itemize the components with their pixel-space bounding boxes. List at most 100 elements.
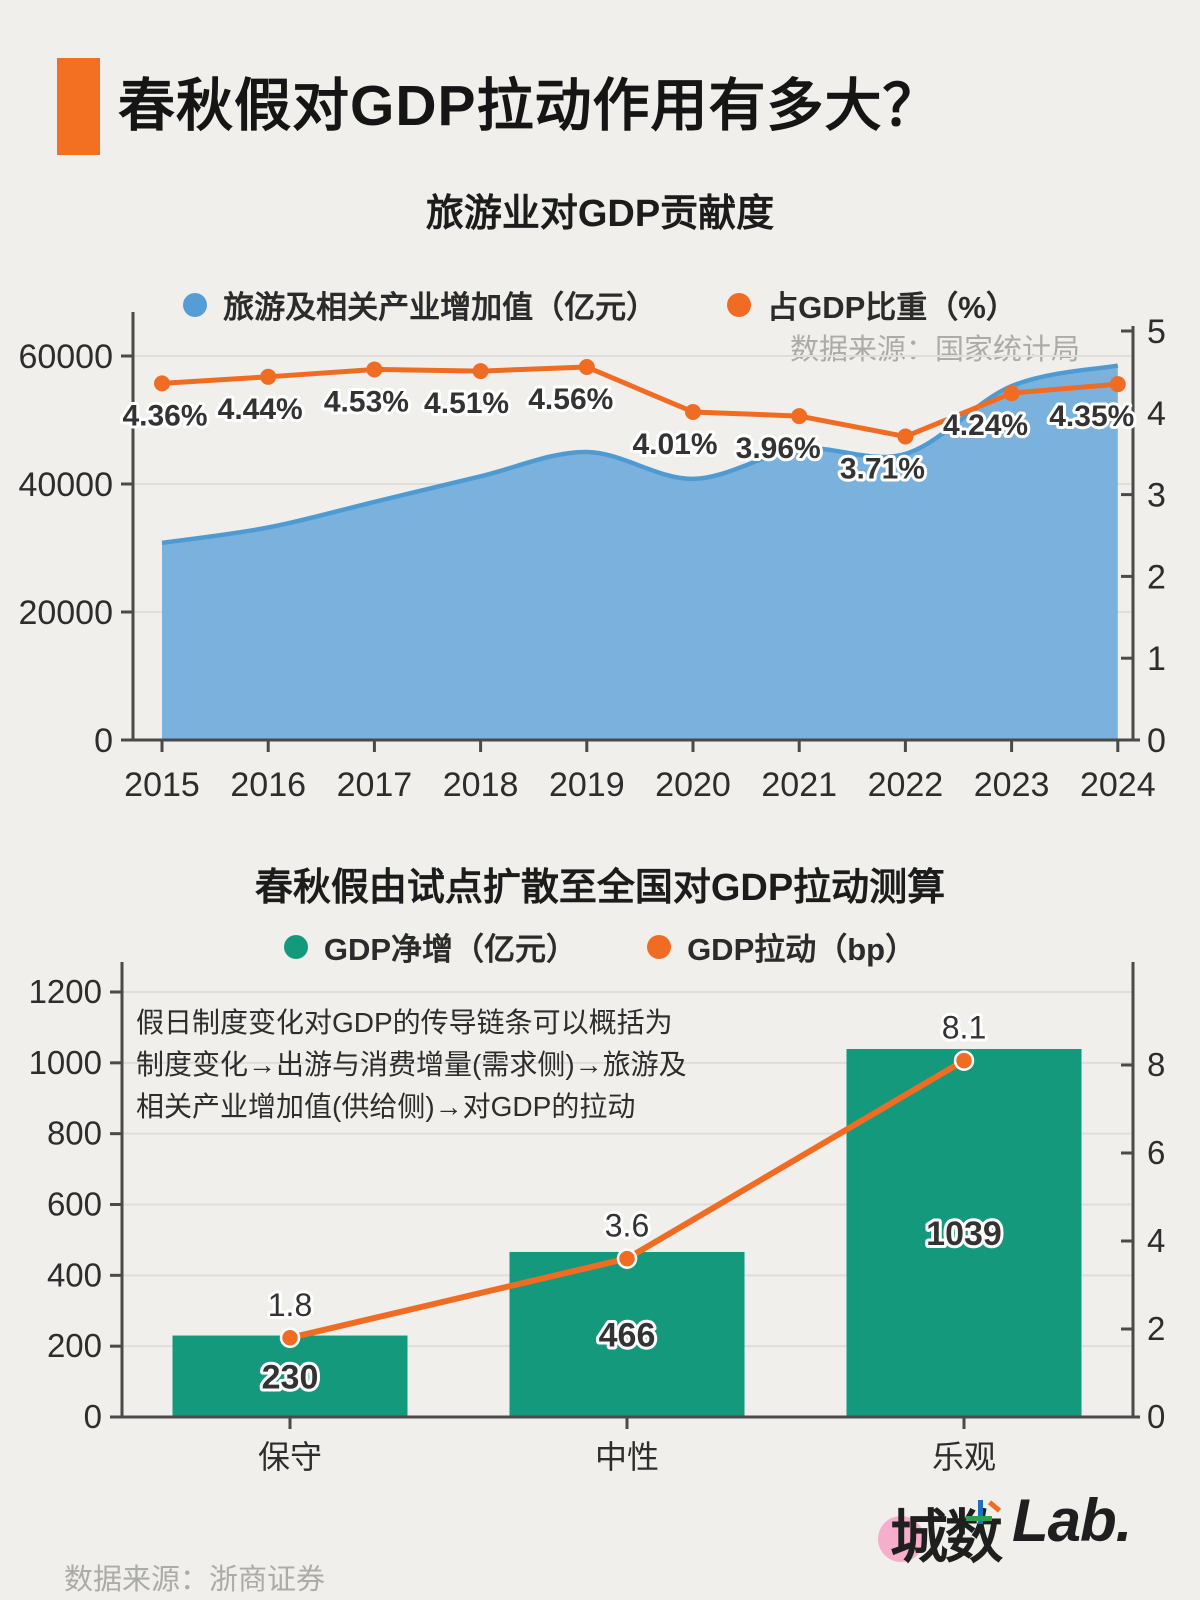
bar xyxy=(846,1049,1082,1417)
legend-label: 占GDP比重（%） xyxy=(767,290,1017,325)
legend-dot-orange-icon xyxy=(647,934,672,959)
data-point-dot xyxy=(279,1327,301,1349)
legend-dot-orange-icon xyxy=(727,292,752,317)
left-axis-tick-label: 0 xyxy=(84,1398,102,1435)
data-point-dot xyxy=(791,408,808,425)
logo-accent-green-icon xyxy=(966,1516,992,1521)
data-point-label: 4.24% xyxy=(943,409,1028,442)
legend-item-gdp-net-increase: GDP净增（亿元） xyxy=(283,924,578,969)
left-axis-tick-label: 400 xyxy=(47,1256,102,1293)
bar-value-label: 466 xyxy=(599,1316,656,1354)
data-point-dot xyxy=(366,361,383,378)
footer-source: 数据来源：浙商证券 xyxy=(64,1564,326,1596)
brand-logo: 城数 Lab. xyxy=(878,1487,1198,1588)
data-point-label: 4.56% xyxy=(528,383,613,416)
data-point-dot xyxy=(1003,385,1020,402)
line-series xyxy=(161,364,1119,440)
year-label: 2023 xyxy=(974,766,1050,804)
logo-accent-blue-icon xyxy=(978,1500,983,1524)
data-point-dot xyxy=(260,368,277,385)
left-axis-tick-label: 800 xyxy=(47,1115,102,1152)
data-point-label: 4.53% xyxy=(324,385,409,418)
title-accent-bar xyxy=(57,58,100,155)
annotation-line: 假日制度变化对GDP的传导链条可以概括为 xyxy=(136,1007,673,1038)
legend-item-tourism-value: 旅游及相关产业增加值（亿元） xyxy=(183,282,657,327)
legend-dot-green-icon xyxy=(283,934,308,959)
chart1-legend: 旅游及相关产业增加值（亿元） 占GDP比重（%） xyxy=(0,282,1200,327)
legend-label: 旅游及相关产业增加值（亿元） xyxy=(223,290,658,325)
left-axis-tick-label: 1000 xyxy=(29,1044,102,1081)
logo-lab-text: Lab. xyxy=(1012,1487,1132,1554)
annotation-line: 制度变化→出游与消费增量(需求侧)→旅游及 xyxy=(136,1049,687,1080)
annotation-line: 相关产业增加值(供给侧)→对GDP的拉动 xyxy=(136,1091,636,1122)
data-point-dot xyxy=(616,1248,638,1269)
right-axis-tick-label: 4 xyxy=(1147,395,1166,433)
data-point-dot xyxy=(154,375,170,392)
year-label: 2021 xyxy=(761,766,837,804)
data-point-label: 1.8 xyxy=(268,1287,312,1323)
year-label: 2022 xyxy=(868,766,944,804)
right-axis-tick-label: 8 xyxy=(1147,1046,1165,1083)
right-axis-tick-label: 6 xyxy=(1147,1134,1165,1171)
data-point-dot xyxy=(953,1050,975,1071)
right-axis-tick-label: 3 xyxy=(1147,477,1166,515)
chart1-source: 数据来源：国家统计局 xyxy=(789,334,1080,366)
left-axis-tick-label: 200 xyxy=(47,1327,102,1364)
logo-pink-circle-icon xyxy=(878,1516,924,1562)
left-axis-tick-label: 600 xyxy=(47,1186,102,1223)
right-axis-tick-label: 0 xyxy=(1147,722,1166,760)
year-label: 2018 xyxy=(443,766,519,804)
bar-value-label: 1039 xyxy=(926,1215,1002,1253)
legend-item-gdp-pull: GDP拉动（bp） xyxy=(647,924,916,969)
legend-dot-blue-icon xyxy=(183,292,208,317)
year-label: 2016 xyxy=(230,766,306,804)
data-point-label: 3.6 xyxy=(605,1208,649,1244)
data-point-dot xyxy=(685,403,701,420)
data-point-label: 4.51% xyxy=(424,387,509,420)
tourism-gdp-contribution-chart: 0 20000 40000 60000 0 1 2 3 4 5 2015 2016 2017 2018 20… xyxy=(18,312,1166,804)
year-label: 2020 xyxy=(655,766,731,804)
data-point-label: 3.96% xyxy=(736,432,821,465)
left-axis-tick-label: 40000 xyxy=(18,466,113,504)
left-axis-tick-label: 0 xyxy=(94,722,113,760)
chart1-title: 旅游业对GDP贡献度 xyxy=(425,193,775,235)
year-label: 2024 xyxy=(1080,766,1156,804)
legend-label: GDP净增（亿元） xyxy=(323,932,578,967)
bar xyxy=(172,1335,408,1417)
year-label: 2017 xyxy=(337,766,413,804)
category-label: 保守 xyxy=(258,1439,322,1475)
left-axis-tick-label: 60000 xyxy=(18,338,113,376)
chart2-legend: GDP净增（亿元） GDP拉动（bp） xyxy=(0,924,1200,969)
right-axis-tick-label: 0 xyxy=(1147,1398,1165,1435)
logo-cn-text: 城数 xyxy=(890,1505,1003,1570)
data-point-dot xyxy=(1109,376,1126,393)
left-axis-tick-label: 1200 xyxy=(29,973,102,1010)
right-axis-tick-label: 2 xyxy=(1147,558,1166,596)
legend-label: GDP拉动（bp） xyxy=(687,932,917,967)
area-series-edge xyxy=(161,363,1119,546)
category-label: 乐观 xyxy=(932,1439,996,1475)
right-axis-tick-label: 1 xyxy=(1147,640,1166,678)
data-point-dot xyxy=(578,358,595,375)
area-series xyxy=(162,365,1118,740)
page-title: 春秋假对GDP拉动作用有多大？ xyxy=(118,74,941,138)
gdp-scenario-chart: 0 200 400 600 800 1000 1200 0 2 4 6 8 保守 中性 乐观 230 466 10… xyxy=(29,962,1165,1475)
data-point-label: 8.1 xyxy=(942,1010,986,1046)
right-axis-tick-label: 4 xyxy=(1147,1222,1165,1259)
data-point-label: 4.44% xyxy=(218,393,303,426)
data-point-label: 4.36% xyxy=(122,399,207,432)
chart2-annotation: 假日制度变化对GDP的传导链条可以概括为 制度变化→出游与消费增量(需求侧)→旅… xyxy=(136,1002,776,1128)
data-point-label: 4.35% xyxy=(1049,400,1134,433)
chart2-title: 春秋假由试点扩散至全国对GDP拉动测算 xyxy=(254,867,946,909)
data-point-dot xyxy=(472,363,489,380)
right-axis-tick-label: 5 xyxy=(1147,313,1166,351)
left-axis-tick-label: 20000 xyxy=(18,594,113,632)
bar-value-label: 230 xyxy=(262,1358,319,1396)
legend-item-gdp-share: 占GDP比重（%） xyxy=(727,282,1017,327)
data-point-label: 3.71% xyxy=(840,453,925,486)
year-label: 2019 xyxy=(549,766,625,804)
data-point-label: 4.01% xyxy=(632,428,717,461)
category-label: 中性 xyxy=(595,1439,659,1475)
year-label: 2015 xyxy=(124,766,200,804)
